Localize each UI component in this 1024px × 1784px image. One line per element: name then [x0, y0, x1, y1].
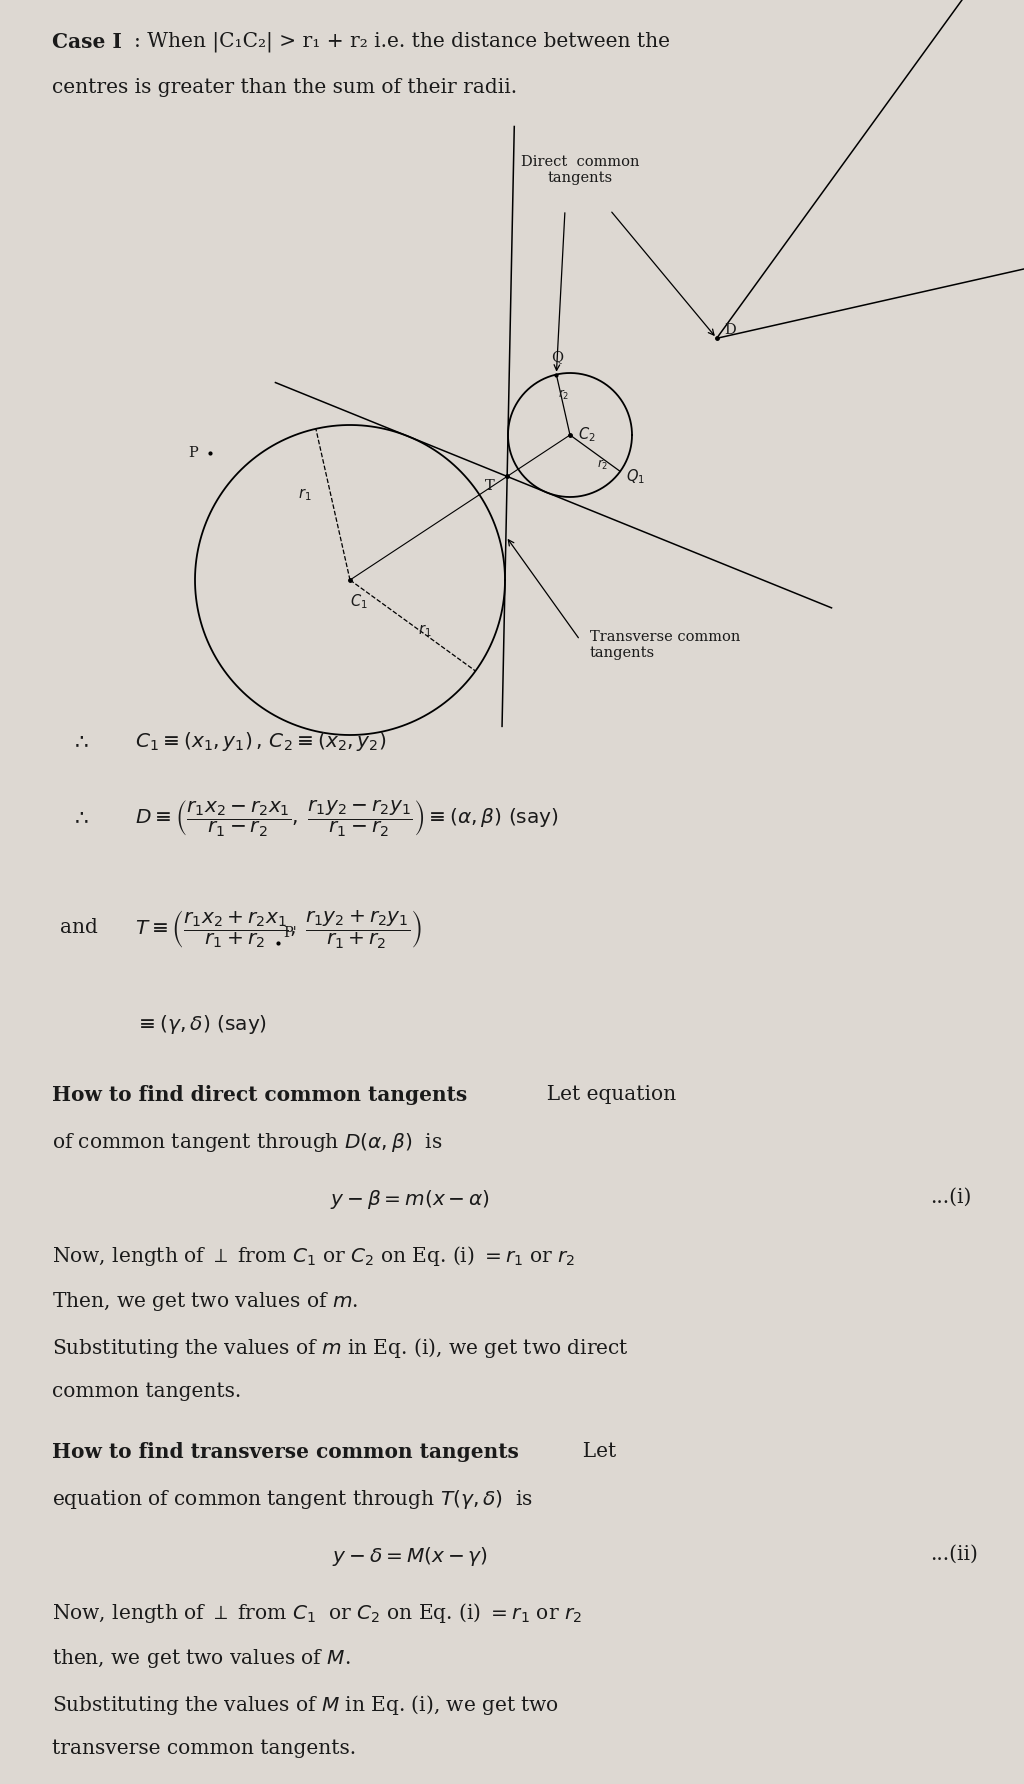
- Text: $D \equiv \left(\dfrac{r_1 x_2 - r_2 x_1}{r_1 - r_2},\; \dfrac{r_1 y_2 - r_2 y_1: $D \equiv \left(\dfrac{r_1 x_2 - r_2 x_1…: [135, 797, 559, 838]
- Text: then, we get two values of $M$.: then, we get two values of $M$.: [52, 1647, 350, 1670]
- Text: $r_2$: $r_2$: [597, 458, 608, 473]
- Text: $C_1 \equiv (x_1, y_1)\,,\,C_2 \equiv (x_2, y_2)$: $C_1 \equiv (x_1, y_1)\,,\,C_2 \equiv (x…: [135, 730, 386, 753]
- Text: Transverse common
tangents: Transverse common tangents: [590, 630, 740, 660]
- Text: $\therefore$: $\therefore$: [70, 806, 89, 828]
- Text: $\therefore$: $\therefore$: [70, 730, 89, 753]
- Text: ...(ii): ...(ii): [930, 1545, 978, 1565]
- Text: $r_1$: $r_1$: [418, 623, 431, 639]
- Text: transverse common tangents.: transverse common tangents.: [52, 1739, 356, 1757]
- Text: $C_1$: $C_1$: [350, 592, 368, 612]
- Text: $r_1$: $r_1$: [298, 485, 311, 503]
- Text: of common tangent through $D(\alpha, \beta)$  is: of common tangent through $D(\alpha, \be…: [52, 1131, 442, 1154]
- Text: T: T: [485, 480, 495, 494]
- Text: centres is greater than the sum of their radii.: centres is greater than the sum of their…: [52, 78, 517, 96]
- Text: P: P: [188, 446, 198, 460]
- Text: $Q_1$: $Q_1$: [627, 467, 645, 485]
- Text: Q: Q: [551, 350, 563, 364]
- Text: D: D: [725, 323, 736, 337]
- Text: How to find direct common tangents: How to find direct common tangents: [52, 1085, 467, 1104]
- Text: Now, length of $\perp$ from $C_1$  or $C_2$ on Eq. (i) $= r_1$ or $r_2$: Now, length of $\perp$ from $C_1$ or $C_…: [52, 1600, 582, 1625]
- Text: Let: Let: [570, 1441, 616, 1461]
- Text: : When |C₁C₂| > r₁ + r₂ i.e. the distance between the: : When |C₁C₂| > r₁ + r₂ i.e. the distanc…: [134, 32, 670, 52]
- Text: Let equation: Let equation: [534, 1085, 676, 1104]
- Text: common tangents.: common tangents.: [52, 1383, 242, 1400]
- Text: $T \equiv \left(\dfrac{r_1 x_2 + r_2 x_1}{r_1 + r_2},\; \dfrac{r_1 y_2 + r_2 y_1: $T \equiv \left(\dfrac{r_1 x_2 + r_2 x_1…: [135, 908, 422, 951]
- Text: $\equiv (\gamma, \delta)$ (say): $\equiv (\gamma, \delta)$ (say): [135, 1013, 267, 1037]
- Text: Substituting the values of $m$ in Eq. (i), we get two direct: Substituting the values of $m$ in Eq. (i…: [52, 1336, 629, 1359]
- Text: ...(i): ...(i): [930, 1188, 972, 1208]
- Text: $y - \beta = m(x - \alpha)$: $y - \beta = m(x - \alpha)$: [330, 1188, 490, 1211]
- Text: Substituting the values of $M$ in Eq. (i), we get two: Substituting the values of $M$ in Eq. (i…: [52, 1693, 559, 1716]
- Text: equation of common tangent through $T(\gamma, \delta)$  is: equation of common tangent through $T(\g…: [52, 1488, 534, 1511]
- Text: Then, we get two values of $m$.: Then, we get two values of $m$.: [52, 1290, 358, 1313]
- Text: How to find transverse common tangents: How to find transverse common tangents: [52, 1441, 519, 1463]
- Text: P': P': [283, 926, 297, 940]
- Text: Direct  common
tangents: Direct common tangents: [521, 155, 639, 186]
- Text: $C_2$: $C_2$: [578, 426, 596, 444]
- Text: Now, length of $\perp$ from $C_1$ or $C_2$ on Eq. (i) $= r_1$ or $r_2$: Now, length of $\perp$ from $C_1$ or $C_…: [52, 1243, 575, 1268]
- Text: Case I: Case I: [52, 32, 122, 52]
- Text: and: and: [60, 919, 98, 937]
- Text: $y - \delta = M(x - \gamma)$: $y - \delta = M(x - \gamma)$: [332, 1545, 488, 1568]
- Text: $r_2$: $r_2$: [558, 387, 569, 401]
